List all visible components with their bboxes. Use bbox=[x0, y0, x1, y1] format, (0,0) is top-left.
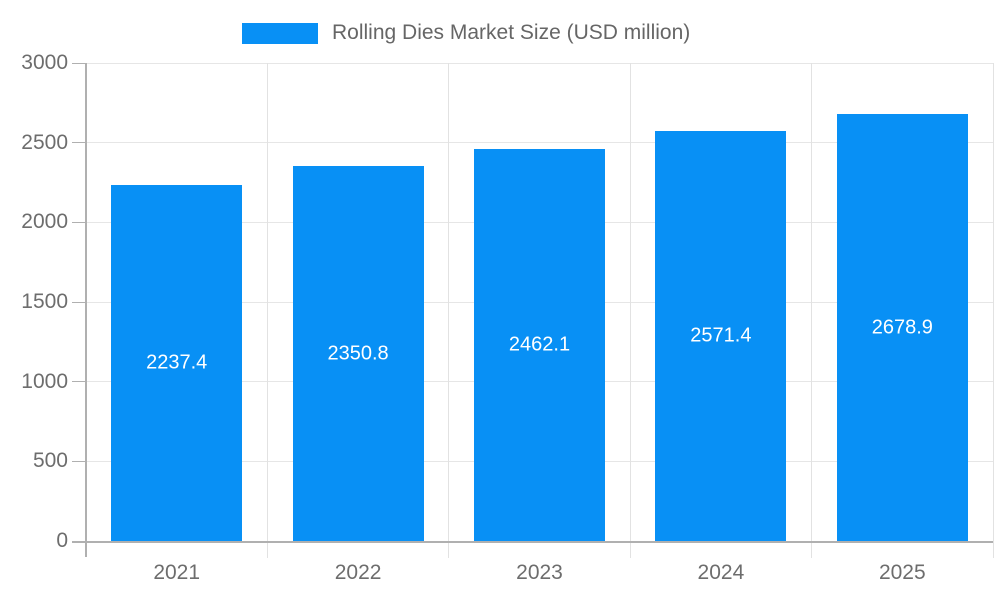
gridline-horizontal bbox=[86, 62, 993, 64]
x-axis-line bbox=[72, 541, 993, 543]
y-tick-label: 500 bbox=[32, 449, 68, 473]
legend[interactable]: Rolling Dies Market Size (USD million) bbox=[242, 21, 690, 45]
x-tick-label: 2022 bbox=[334, 561, 382, 584]
bar bbox=[474, 148, 605, 541]
x-tick-label: 2024 bbox=[697, 561, 745, 584]
bar bbox=[655, 131, 787, 541]
y-axis-tick bbox=[72, 301, 86, 303]
y-tick-label: 0 bbox=[56, 529, 68, 552]
y-axis-tick bbox=[72, 460, 86, 462]
y-axis-line bbox=[85, 63, 87, 557]
x-tick-label: 2021 bbox=[153, 561, 201, 584]
x-tick-label: 2025 bbox=[878, 561, 926, 584]
y-tick-label: 1500 bbox=[21, 290, 68, 313]
y-axis-tick bbox=[72, 62, 86, 64]
y-axis-tick bbox=[72, 221, 86, 223]
gridline-vertical bbox=[992, 63, 994, 558]
gridline-vertical bbox=[448, 63, 450, 558]
y-tick-label: 3000 bbox=[21, 51, 68, 74]
bar bbox=[111, 184, 243, 541]
bar-value-label: 2237.4 bbox=[146, 351, 208, 374]
bar-value-label: 2350.8 bbox=[327, 342, 389, 365]
legend-swatch-icon[interactable] bbox=[242, 22, 318, 44]
bar bbox=[836, 114, 968, 541]
legend-label[interactable]: Rolling Dies Market Size (USD million) bbox=[332, 21, 691, 44]
y-tick-label: 2000 bbox=[21, 210, 68, 234]
gridline-vertical bbox=[811, 63, 813, 558]
gridline-horizontal bbox=[86, 142, 993, 144]
bar-value-label: 2462.1 bbox=[508, 333, 571, 356]
y-tick-label: 1000 bbox=[21, 369, 68, 393]
bar bbox=[292, 166, 424, 541]
y-axis-tick bbox=[72, 381, 86, 383]
y-axis-tick bbox=[72, 142, 86, 144]
bar-value-label: 2678.9 bbox=[871, 316, 933, 339]
y-tick-label: 2500 bbox=[21, 130, 68, 154]
gridline-vertical bbox=[629, 63, 631, 558]
x-tick-label: 2023 bbox=[516, 561, 563, 584]
bar-value-label: 2571.4 bbox=[690, 324, 752, 347]
gridline-vertical bbox=[266, 63, 268, 558]
